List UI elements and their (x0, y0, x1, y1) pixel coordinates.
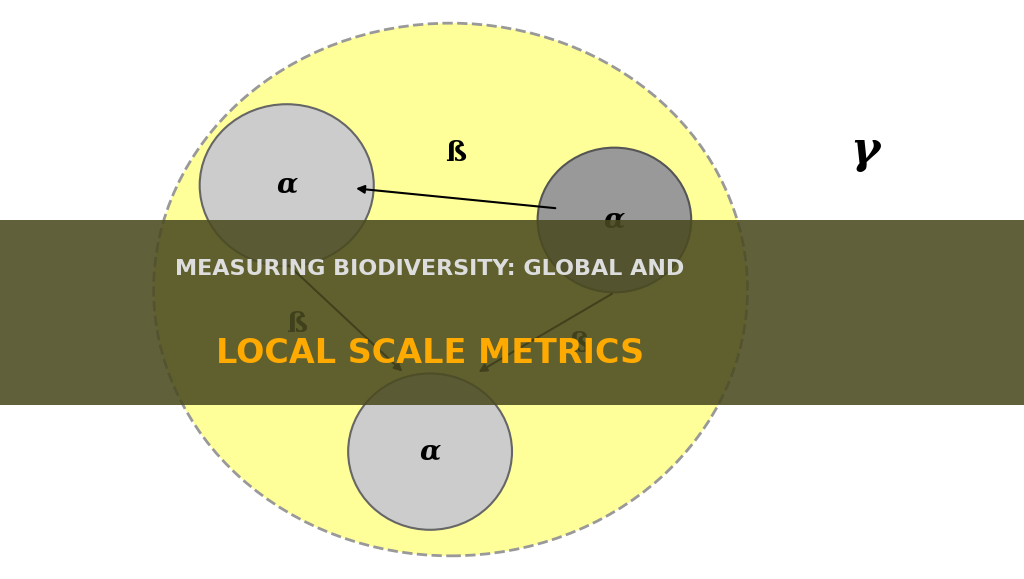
Text: ß: ß (445, 140, 466, 167)
Ellipse shape (200, 104, 374, 266)
Text: MEASURING BIODIVERSITY: GLOBAL AND: MEASURING BIODIVERSITY: GLOBAL AND (175, 259, 685, 279)
Text: α: α (420, 438, 440, 465)
Text: LOCAL SCALE METRICS: LOCAL SCALE METRICS (216, 337, 644, 369)
Ellipse shape (154, 23, 748, 556)
Text: α: α (276, 172, 297, 199)
Ellipse shape (538, 148, 691, 292)
Text: γ: γ (851, 129, 880, 172)
Ellipse shape (348, 373, 512, 530)
Text: ß: ß (287, 311, 307, 338)
Text: ß: ß (568, 331, 589, 358)
Text: α: α (604, 207, 625, 233)
Bar (0, 220, 1024, 405)
